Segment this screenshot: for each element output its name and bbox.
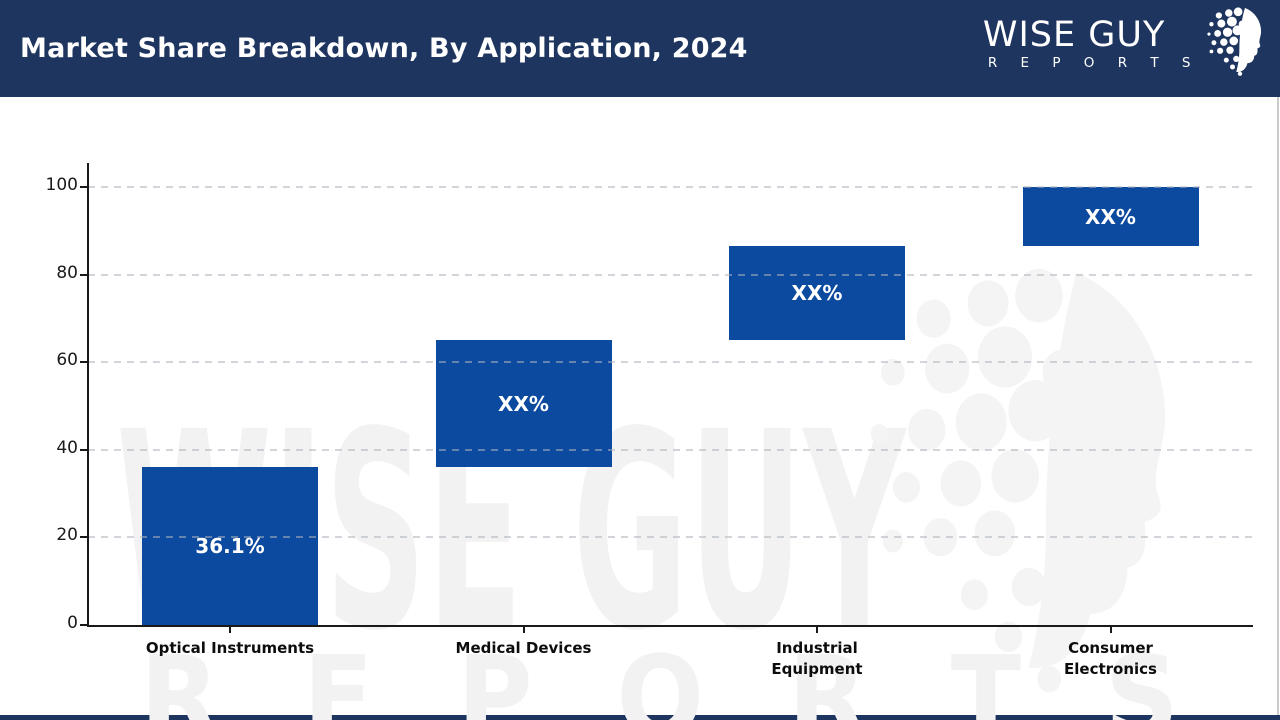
gridline — [88, 536, 1252, 539]
y-axis-tick — [80, 186, 88, 188]
wise-guy-reports-logo: WISE GUY R E P O R T S — [983, 6, 1266, 82]
bar-value-label: XX% — [791, 281, 843, 306]
x-category-label-consumer-electronics: Consumer Electronics — [1064, 639, 1157, 678]
y-tick-label: 20 — [56, 525, 78, 546]
gridline — [88, 273, 1252, 276]
x-axis-tick — [522, 627, 525, 633]
dotted-head-icon — [1207, 7, 1262, 76]
x-axis-tick — [1109, 627, 1112, 633]
plot-area: WISE GUY R E P O R T S 0 20 40 60 80 100 36.1%… — [0, 97, 1280, 720]
y-tick-label: 100 — [45, 175, 78, 195]
x-axis-tick — [229, 627, 231, 633]
gridline — [88, 186, 1252, 188]
header-bar: Market Share Breakdown, By Application, … — [0, 0, 1280, 97]
gridline — [88, 448, 1252, 451]
x-category-label-industrial-equipment: Industrial Equipment — [771, 639, 863, 678]
y-axis-tick — [80, 448, 88, 451]
logo-subtitle: R E P O R T S — [987, 54, 1200, 71]
bar-industrial-equipment — [729, 246, 905, 341]
bar-value-label: XX% — [498, 391, 549, 416]
frame-right-edge — [1277, 97, 1279, 715]
x-category-label-medical-devices: Medical Devices — [455, 639, 592, 657]
x-axis-spine — [87, 625, 1253, 627]
x-axis-tick — [816, 627, 818, 633]
logo-text: WISE GUY R E P O R T S — [983, 17, 1200, 71]
y-tick-label: 60 — [56, 350, 78, 371]
y-axis-tick — [80, 624, 88, 626]
y-tick-label: 40 — [56, 437, 78, 458]
bar-value-label: 36.1% — [195, 533, 265, 558]
y-axis-tick — [80, 361, 88, 364]
footer-bar — [0, 715, 1280, 720]
y-axis-tick — [80, 536, 88, 539]
x-category-label-optical-instruments: Optical Instruments — [145, 639, 315, 657]
bar-value-label: XX% — [1085, 204, 1136, 229]
y-tick-label: 0 — [67, 613, 78, 633]
page-title: Market Share Breakdown, By Application, … — [20, 33, 748, 64]
bar-optical-instruments — [142, 466, 318, 625]
y-axis-tick — [80, 273, 88, 276]
bar-consumer-electronics — [1022, 187, 1199, 247]
y-axis-spine — [87, 163, 89, 627]
logo-wordmark: WISE GUY — [982, 15, 1166, 56]
y-tick-label: 80 — [56, 262, 78, 283]
gridline — [88, 361, 1252, 364]
